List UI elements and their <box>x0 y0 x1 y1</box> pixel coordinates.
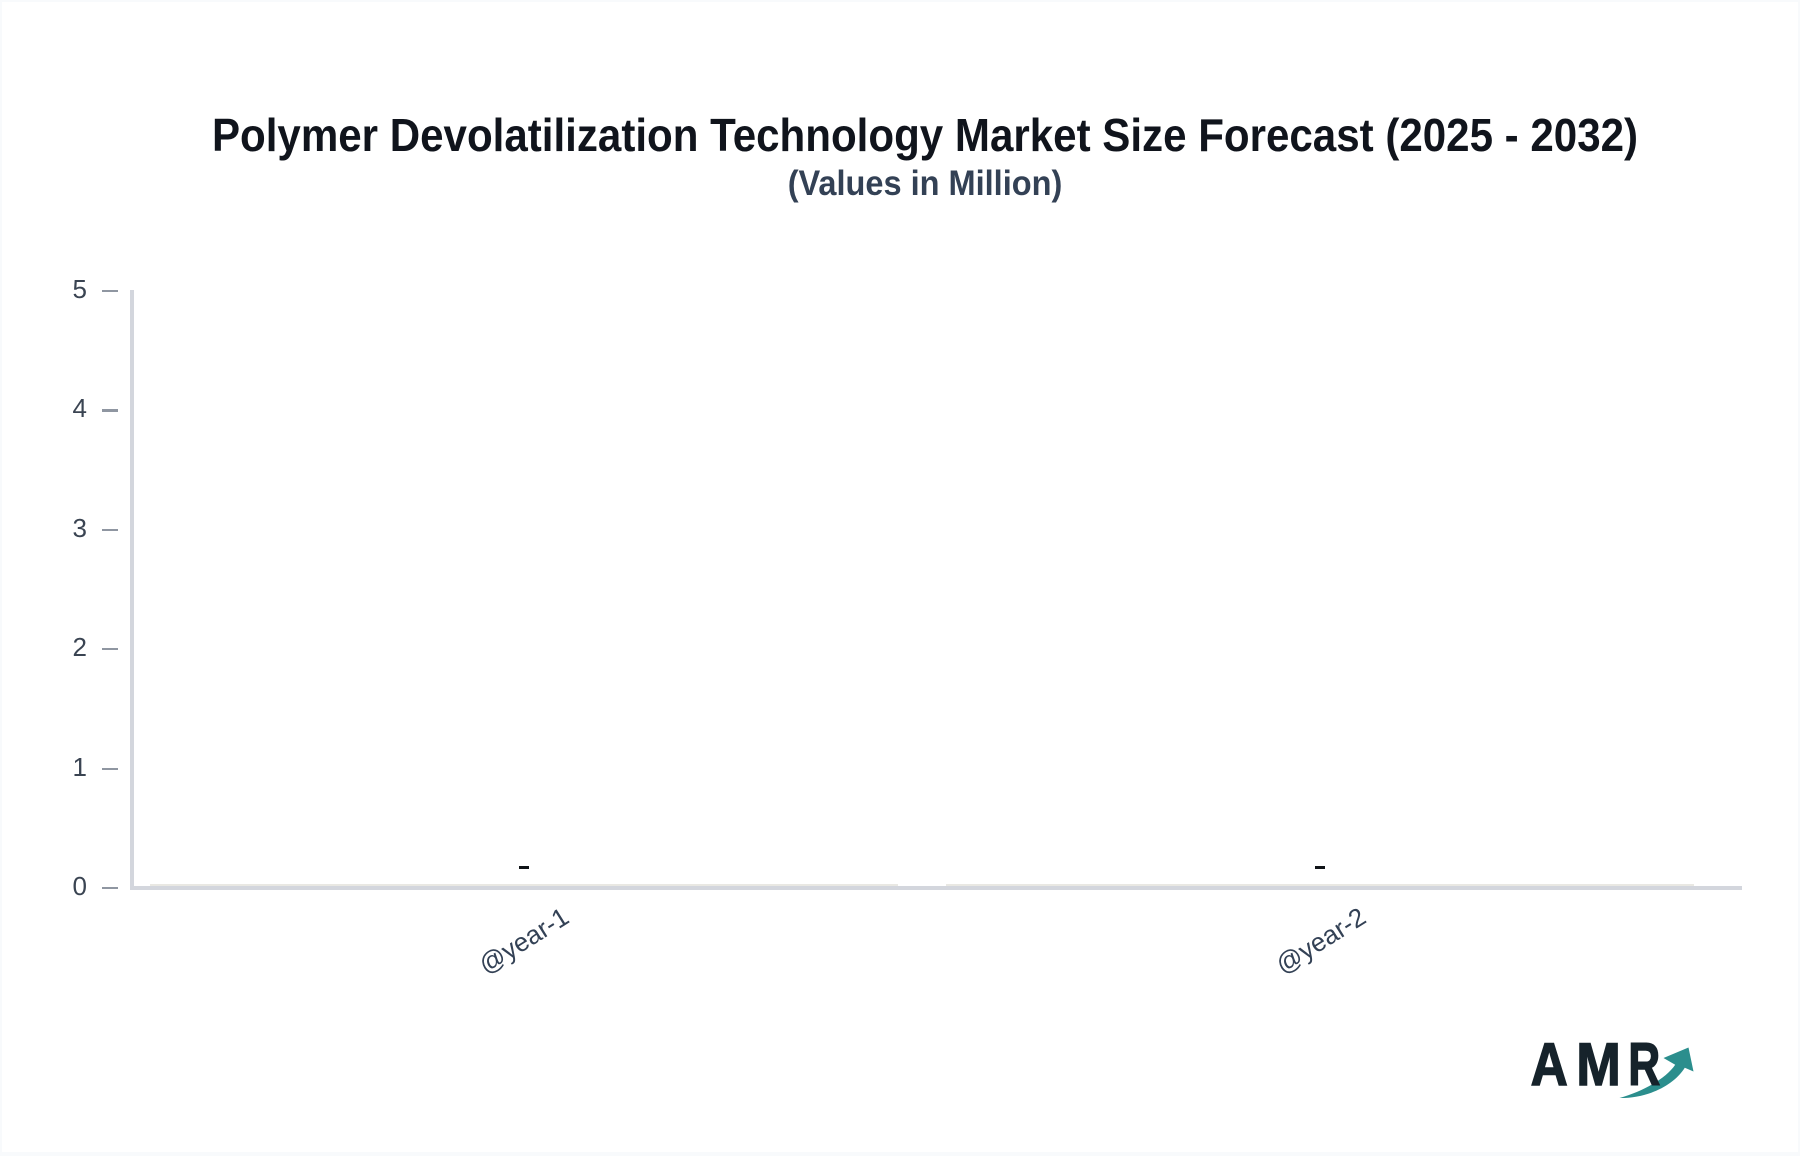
svg-text:A: A <box>1531 1031 1568 1098</box>
svg-text:R: R <box>1628 1031 1660 1098</box>
svg-text:M: M <box>1576 1031 1621 1098</box>
